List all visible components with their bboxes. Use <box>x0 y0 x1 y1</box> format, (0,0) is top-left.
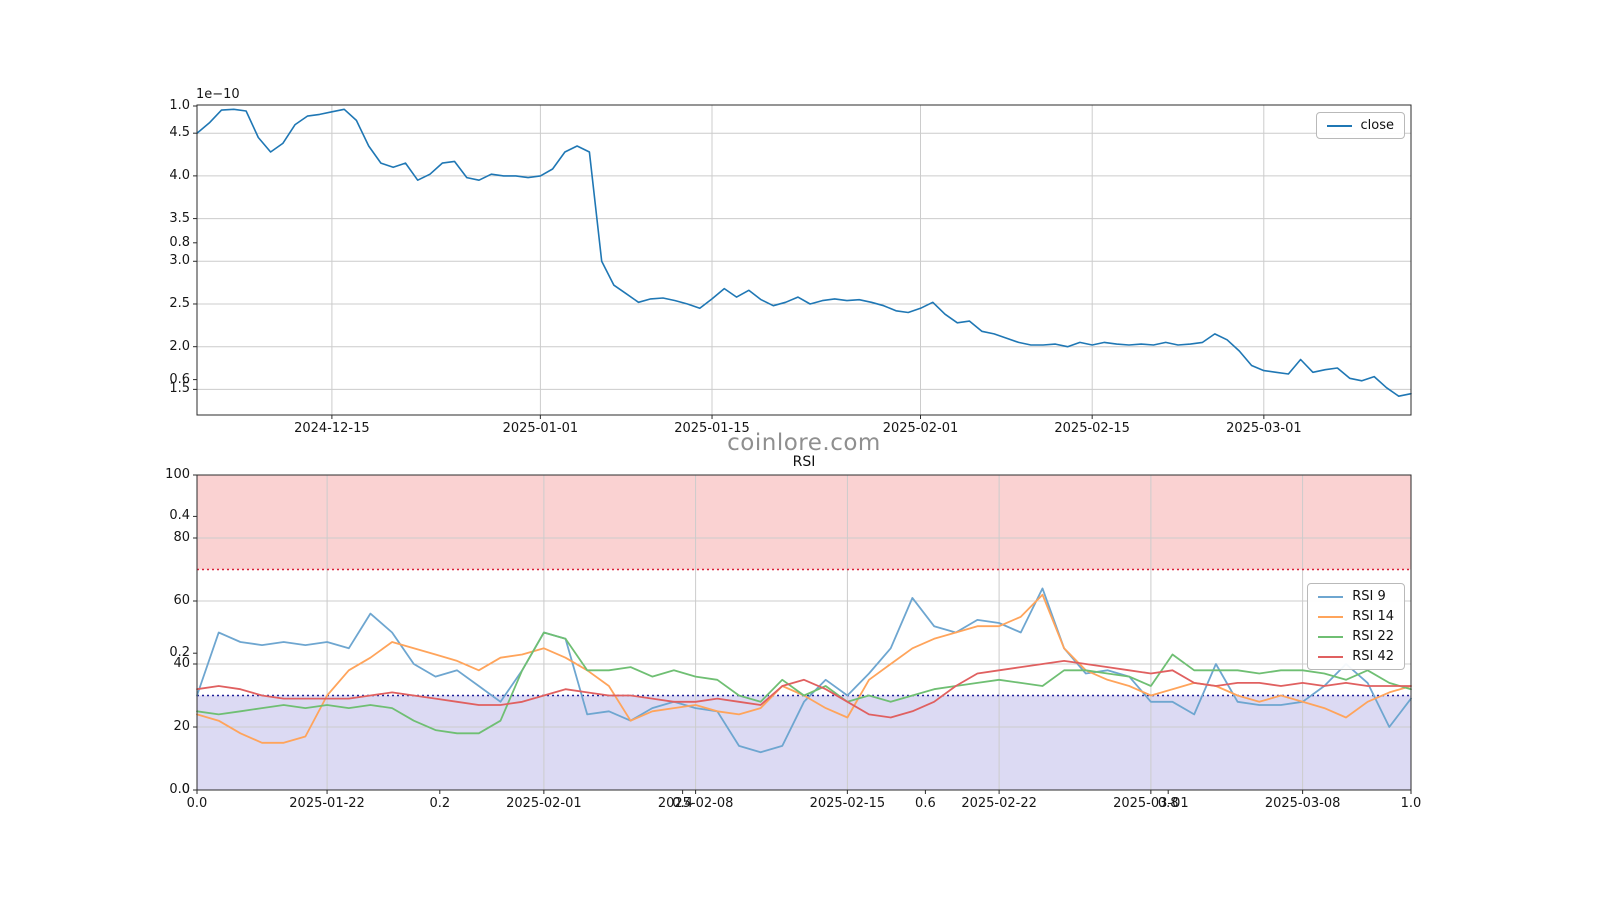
legend-line-sample <box>1318 635 1344 638</box>
close-legend: close <box>1315 112 1405 139</box>
plot-border <box>196 474 1412 791</box>
legend-label: RSI 22 <box>1352 629 1394 644</box>
legend-label: RSI 9 <box>1352 589 1386 604</box>
legend-line-sample <box>1318 615 1344 618</box>
band-oversold <box>197 695 1411 790</box>
legend-label: close <box>1360 118 1394 133</box>
band-overbought <box>197 475 1411 570</box>
rsi-legend: RSI 9 RSI 14 RSI 22 RSI 42 <box>1307 583 1405 670</box>
y-axis-offset-label: 1e−10 <box>196 87 240 102</box>
legend-line-sample <box>1318 595 1344 598</box>
legend-item-rsi-42: RSI 42 <box>1318 649 1394 664</box>
legend-item-rsi-14: RSI 14 <box>1318 609 1394 624</box>
series-rsi-42 <box>196 660 1412 719</box>
legend-label: RSI 42 <box>1352 649 1394 664</box>
watermark-text: coinlore.com <box>727 430 881 456</box>
series-rsi-9 <box>196 587 1412 754</box>
rsi-chart-title: RSI <box>792 454 816 470</box>
legend-item-rsi-9: RSI 9 <box>1318 589 1394 604</box>
legend-item-close: close <box>1326 118 1394 133</box>
legend-item-rsi-22: RSI 22 <box>1318 629 1394 644</box>
plot-border <box>196 104 1412 416</box>
legend-label: RSI 14 <box>1352 609 1394 624</box>
series-close <box>196 108 1412 398</box>
legend-line-sample <box>1318 655 1344 658</box>
series-rsi-22 <box>196 631 1412 735</box>
legend-line-sample <box>1326 124 1352 127</box>
